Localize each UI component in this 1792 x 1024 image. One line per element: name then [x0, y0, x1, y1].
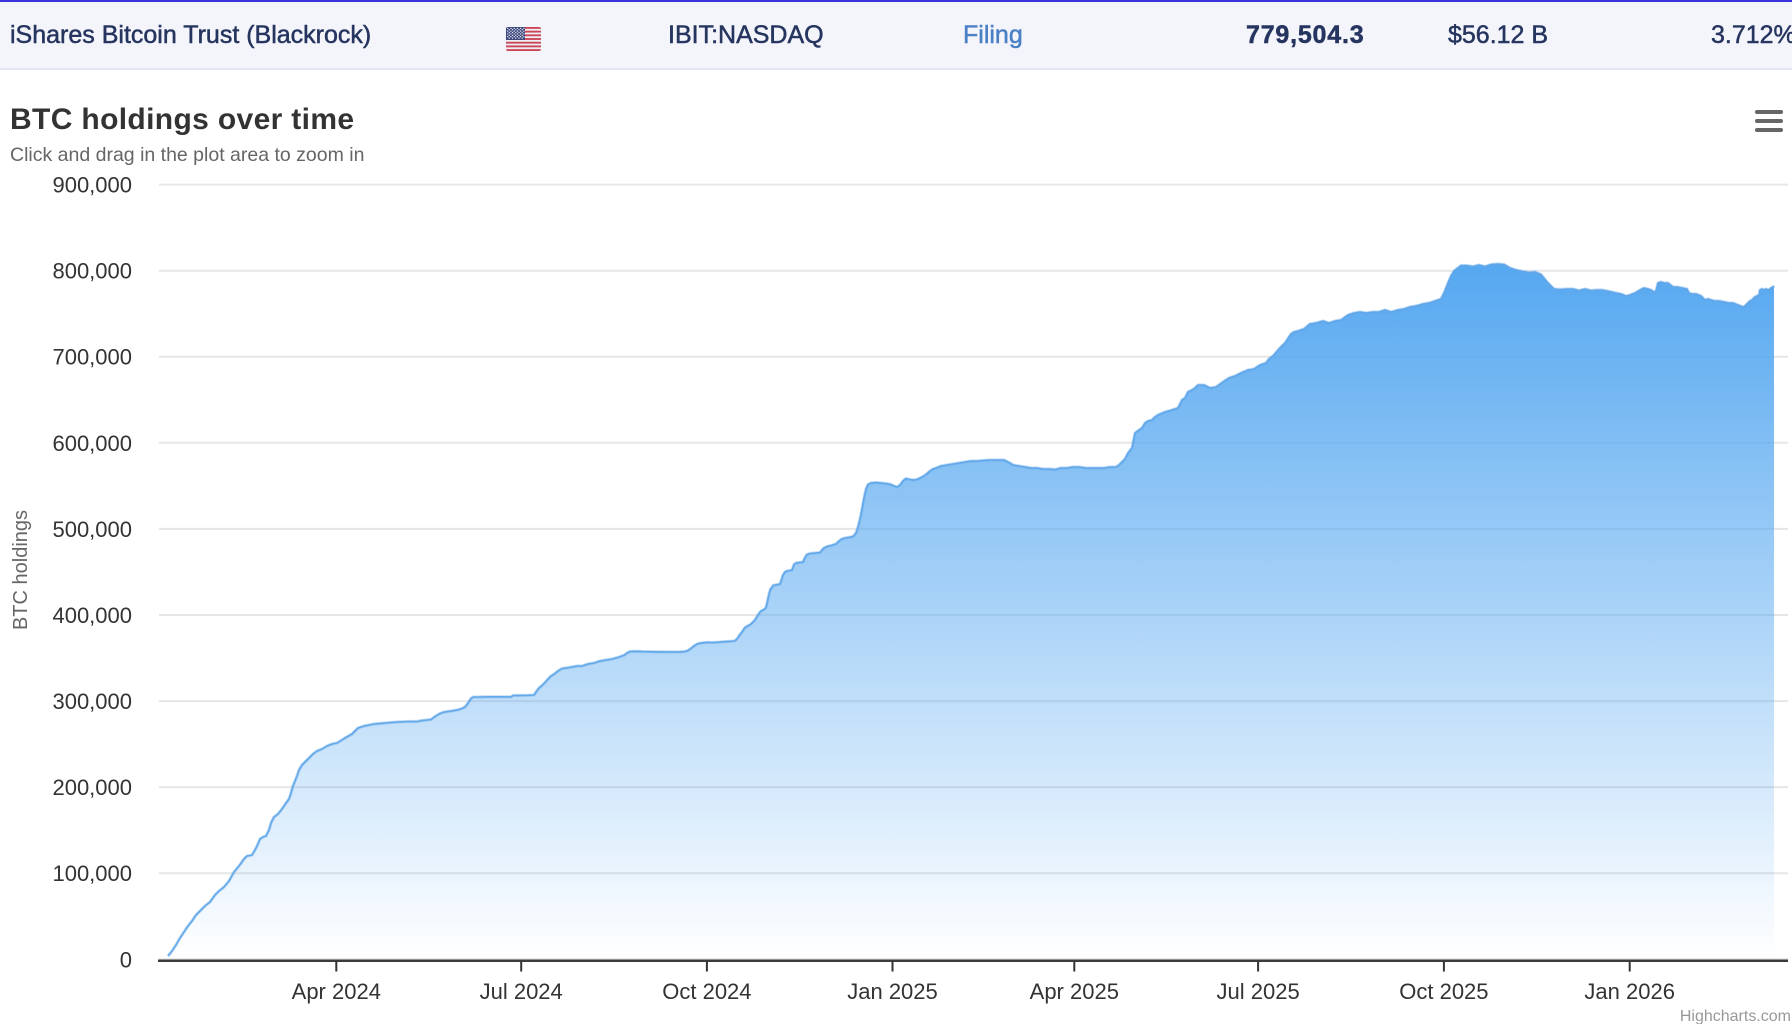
svg-text:600,000: 600,000 — [52, 431, 132, 456]
svg-text:700,000: 700,000 — [52, 345, 132, 370]
svg-text:BTC holdings over time: BTC holdings over time — [10, 103, 354, 136]
svg-text:Jan 2025: Jan 2025 — [847, 979, 938, 1004]
svg-text:500,000: 500,000 — [52, 517, 132, 542]
svg-text:Highcharts.com: Highcharts.com — [1680, 1008, 1791, 1024]
svg-text:Jul 2025: Jul 2025 — [1217, 979, 1300, 1004]
svg-text:900,000: 900,000 — [52, 173, 132, 198]
svg-text:200,000: 200,000 — [52, 775, 132, 800]
svg-text:Oct 2025: Oct 2025 — [1399, 979, 1488, 1004]
svg-text:400,000: 400,000 — [52, 603, 132, 628]
svg-text:BTC holdings: BTC holdings — [10, 510, 32, 630]
svg-text:Jan 2026: Jan 2026 — [1584, 979, 1675, 1004]
svg-text:0: 0 — [120, 947, 132, 972]
svg-text:Apr 2024: Apr 2024 — [292, 979, 381, 1004]
svg-text:Click and drag in the plot are: Click and drag in the plot area to zoom … — [10, 144, 364, 166]
svg-text:Oct 2024: Oct 2024 — [662, 979, 751, 1004]
svg-text:Jul 2024: Jul 2024 — [480, 979, 563, 1004]
svg-text:100,000: 100,000 — [52, 861, 132, 886]
svg-text:300,000: 300,000 — [52, 689, 132, 714]
svg-text:Apr 2025: Apr 2025 — [1030, 979, 1119, 1004]
svg-text:800,000: 800,000 — [52, 259, 132, 284]
